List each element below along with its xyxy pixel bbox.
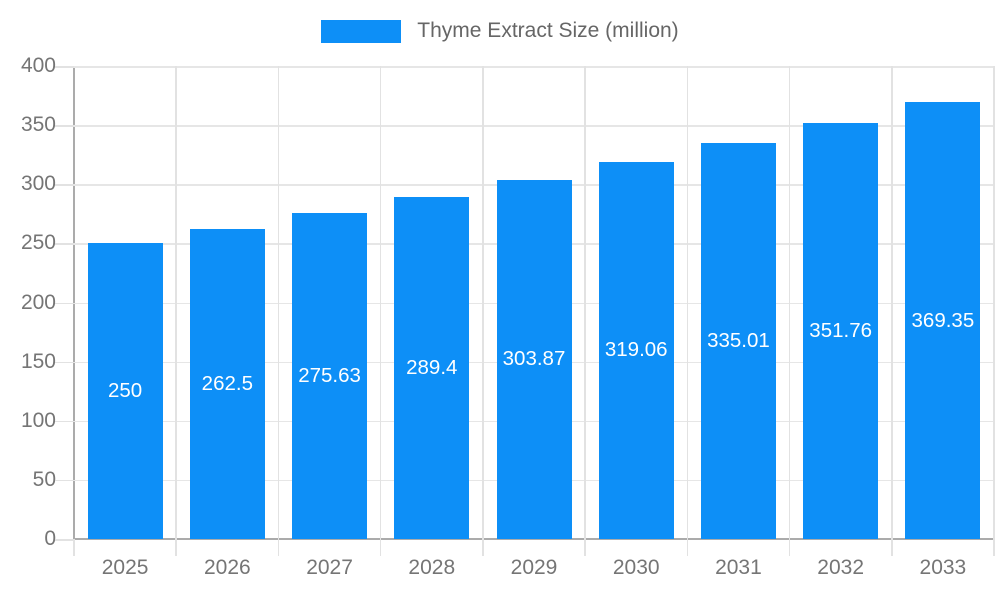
x-axis-tick-label: 2033 [919,556,967,579]
x-axis-tick-label: 2025 [101,556,149,579]
x-tick [891,539,893,556]
gridline-vertical [788,66,791,539]
y-tick [55,125,74,127]
bar: 303.87 [496,179,572,539]
y-axis-tick-label: 350 [20,113,56,137]
y-tick [55,184,74,186]
x-tick [73,539,75,556]
gridline-vertical [482,66,484,539]
legend-swatch [321,19,402,43]
x-axis-tick-label: 2029 [510,556,558,579]
x-tick [584,539,586,556]
bar-value-label: 250 [108,379,143,403]
x-tick [277,539,280,556]
y-axis-tick-label: 200 [20,290,56,314]
bar: 275.63 [292,213,368,539]
bar-value-label: 289.4 [406,355,458,379]
y-axis-tick-label: 50 [32,467,56,491]
y-axis-tick-label: 100 [20,408,56,432]
x-tick [482,539,484,556]
y-axis-tick-label: 0 [44,527,56,550]
plot-area: 250 262.5 275.63 289.4 303.87 319.06 335.01 351… [74,66,995,539]
y-tick [55,479,74,482]
y-axis-tick-label: 150 [20,349,56,373]
y-axis-tick-label: 300 [20,172,56,196]
y-tick [55,420,74,423]
y-axis-tick-label: 250 [20,231,56,255]
x-axis-tick-label: 2030 [612,556,660,579]
y-tick [55,66,74,68]
bar: 289.4 [394,196,470,539]
bar-value-label: 275.63 [298,364,361,388]
bar-value-label: 369.35 [911,308,975,332]
bar: 262.5 [189,228,265,539]
bar: 351.76 [803,123,879,539]
chart-legend: Thyme Extract Size (million) [0,17,1000,45]
y-tick [55,539,74,541]
gridline-vertical [891,66,893,539]
x-axis-tick-label: 2027 [306,556,353,579]
x-tick [175,539,177,556]
gridline-vertical [175,66,177,539]
y-axis-line [73,66,75,556]
bar-value-label: 319.06 [604,338,668,362]
y-tick [55,361,74,364]
gridline-vertical [686,66,689,539]
x-tick [686,539,689,556]
x-tick [379,539,382,556]
bar-value-label: 335.01 [707,328,770,352]
bar: 250 [87,243,163,539]
gridline-vertical [993,66,995,539]
x-tick [788,539,791,556]
x-axis-tick-label: 2031 [715,556,762,579]
x-tick [993,539,995,556]
gridline-vertical [277,66,280,539]
bar: 335.01 [700,142,776,539]
gridline-horizontal [74,66,994,68]
bar: 369.35 [905,102,981,539]
y-tick [55,243,74,245]
gridline-vertical [584,66,586,539]
gridline-horizontal [74,125,994,127]
legend-label: Thyme Extract Size (million) [417,19,679,42]
y-axis-labels: 0 50 100 150 200 250 300 350 400 [0,54,56,550]
y-axis-tick-label: 400 [20,54,56,77]
y-tick [55,302,74,304]
gridline-vertical [379,66,382,539]
x-axis-labels: 2025 2026 2027 2028 2029 2030 2031 2032 2033 [74,556,994,584]
x-axis-tick-label: 2028 [408,556,456,579]
bar-value-label: 303.87 [502,347,566,371]
bar: 319.06 [598,161,674,539]
x-axis-tick-label: 2032 [817,556,865,579]
bar-value-label: 351.76 [809,319,872,343]
bar-value-label: 262.5 [201,371,253,395]
x-axis-tick-label: 2026 [203,556,251,579]
